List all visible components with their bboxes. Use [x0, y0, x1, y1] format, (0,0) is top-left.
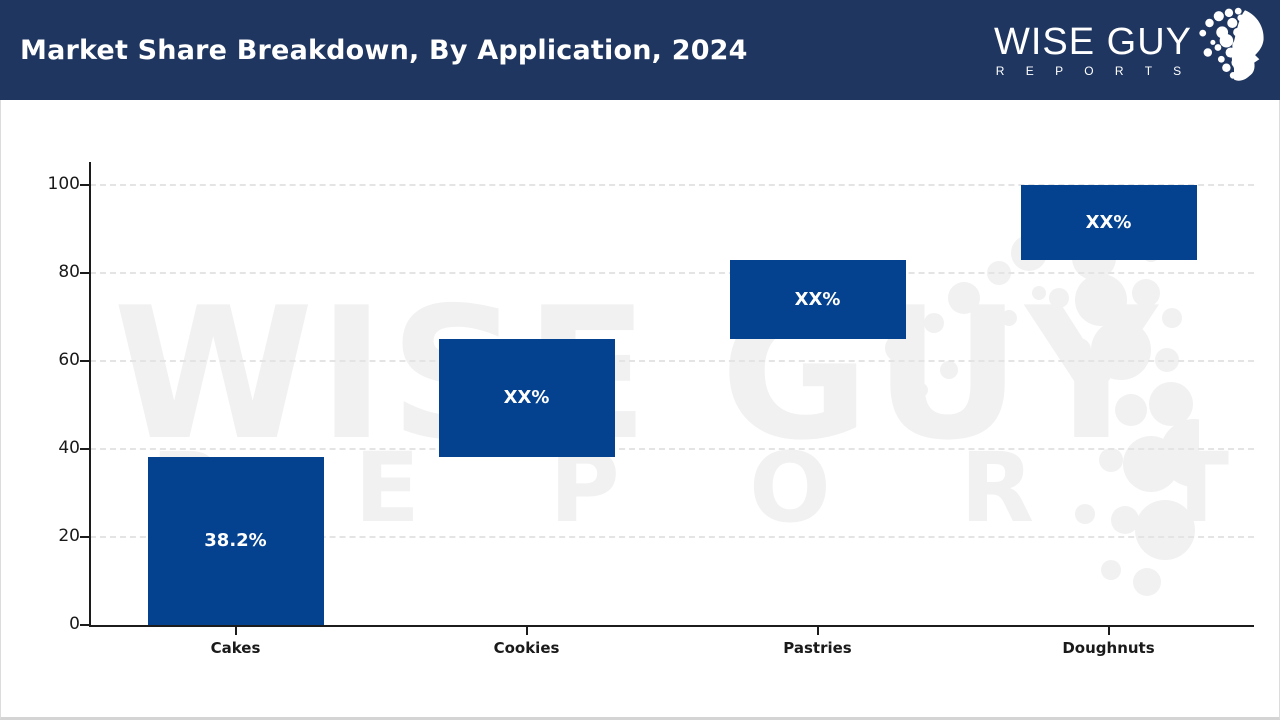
x-axis-line	[89, 625, 1254, 627]
logo-text: WISE GUY R E P O R T S	[994, 22, 1192, 78]
bar-value-label: 38.2%	[204, 530, 267, 552]
y-axis-tick-label: 60	[58, 350, 80, 370]
page-title: Market Share Breakdown, By Application, …	[20, 34, 748, 66]
header: Market Share Breakdown, By Application, …	[0, 0, 1280, 100]
gridline	[90, 448, 1254, 450]
y-axis-tick-mark	[80, 536, 89, 538]
bar-doughnuts: XX%	[1020, 185, 1197, 260]
y-axis-tick-mark	[80, 272, 89, 274]
y-axis-tick-mark	[80, 360, 89, 362]
bar-chart: 0 20 40 60 80 100 38.2% Cakes XX% Cookies XX% Pastr…	[1, 100, 1279, 717]
x-axis-tick-mark	[816, 627, 819, 635]
chart-area: WISE GUY R E P O R T S 0 20 40 60 80 100 38.2%…	[0, 100, 1280, 720]
logo-subtext: R E P O R T S	[995, 64, 1191, 78]
wise-guy-logo: WISE GUY R E P O R T S	[994, 4, 1272, 96]
x-axis-category-label: Pastries	[783, 639, 852, 657]
y-axis-line	[89, 162, 91, 627]
x-axis-category-label: Doughnuts	[1062, 639, 1155, 657]
bar-value-label: XX%	[503, 387, 550, 409]
bar-pastries: XX%	[729, 259, 906, 339]
y-axis-tick-label: 80	[58, 262, 80, 282]
x-axis-category-label: Cakes	[210, 639, 261, 657]
bar-cakes: 38.2%	[147, 456, 324, 625]
watermark-wordmark: WISE GUY	[113, 268, 1162, 480]
watermark-face-dots	[885, 218, 1199, 596]
logo-face-icon	[1199, 7, 1264, 81]
y-axis-tick-label: 0	[69, 614, 80, 634]
x-axis-tick-mark	[1107, 627, 1110, 635]
x-axis-tick-mark	[525, 627, 528, 635]
watermark-subtext: R E P O R T S	[151, 432, 1279, 544]
x-axis-tick-mark	[234, 627, 237, 635]
y-axis-tick-label: 100	[47, 174, 80, 194]
y-axis-tick-mark	[80, 184, 89, 186]
gridline	[90, 272, 1254, 274]
gridline	[90, 184, 1254, 186]
x-axis-category-label: Cookies	[493, 639, 560, 657]
y-axis-tick-mark	[80, 448, 89, 450]
y-axis-tick-label: 40	[58, 438, 80, 458]
gridline	[90, 536, 1254, 538]
y-axis-tick-label: 20	[58, 526, 80, 546]
logo-wordmark: WISE GUY	[993, 21, 1192, 63]
bar-value-label: XX%	[794, 288, 841, 310]
bar-cookies: XX%	[438, 339, 615, 457]
y-axis-tick-mark	[80, 624, 89, 626]
bar-value-label: XX%	[1085, 211, 1132, 233]
gridline	[90, 360, 1254, 362]
